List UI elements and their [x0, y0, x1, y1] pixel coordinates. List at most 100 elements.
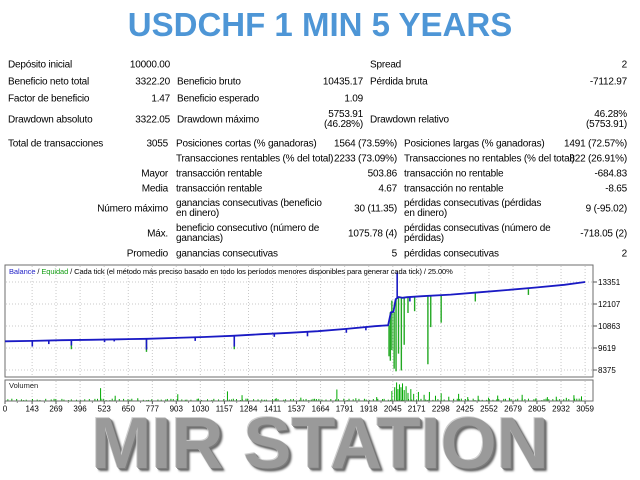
stat-label: Total de transacciones [8, 138, 104, 149]
stats-row: Media transacción rentable 4.67 transacción… [0, 181, 640, 196]
x-axis-label: 523 [98, 405, 112, 414]
x-axis-label: 3059 [576, 405, 594, 414]
stats-row: Promedio ganancias consecutivas 5 pérdidas … [0, 246, 640, 261]
report-title: USDCHF 1 MIN 5 YEARS [127, 6, 513, 43]
x-axis-label: 1791 [336, 405, 354, 414]
stat-value: 1.47 [151, 93, 170, 104]
stat-value: -684.83 [594, 168, 627, 179]
stat-label: Drawdown máximo [177, 114, 260, 126]
y-axis-label: 12107 [598, 300, 621, 309]
stats-row: Número máximo ganancias consecutivas (ben… [0, 196, 640, 221]
stat-value: 1075.78 (4) [348, 228, 397, 239]
balance-equity-chart: 13351 12107 10863 9619 8375 0 143 269 396 523 650 7… [3, 264, 621, 414]
stats-row: Drawdown absoluto 3322.05 Drawdown máximo 5… [0, 107, 640, 133]
stat-value: 503.86 [367, 168, 398, 179]
stats-row: Total de transacciones 3055 Posiciones cor… [0, 136, 640, 151]
stat-label: Beneficio neto total [8, 76, 90, 87]
stats-table-summary: Depósito inicial 10000.00 Spread 2 Beneficio… [0, 56, 640, 133]
stat-value: Máx. [147, 228, 168, 239]
stat-value: 5 [391, 248, 398, 259]
balance-line [4, 281, 586, 343]
stat-value: 2 [621, 248, 628, 259]
watermark: MIR STATION [91, 404, 549, 480]
stat-label: beneficio consecutivo (número de gananci… [176, 222, 320, 244]
x-axis-label: 1411 [264, 405, 282, 414]
x-axis-label: 903 [170, 405, 184, 414]
stat-label: Pérdida bruta [370, 76, 428, 87]
x-axis-label: 2932 [552, 405, 570, 414]
stat-label: Depósito inicial [8, 59, 73, 70]
stat-label: Spread [370, 59, 402, 70]
equity-legend-label: Equidad [41, 267, 69, 276]
volume-panel-label: Volumen [9, 381, 39, 390]
stat-label: Drawdown relativo [370, 114, 449, 126]
x-axis-label: 777 [146, 405, 160, 414]
x-axis-label: 0 [3, 405, 8, 414]
stat-value: 4.67 [378, 183, 397, 194]
balance-panel [4, 264, 594, 378]
quality-legend-label: 25.00% [427, 267, 453, 276]
x-axis-label: 2805 [528, 405, 546, 414]
x-axis-label: 2425 [456, 405, 474, 414]
x-axis-label: 1918 [360, 405, 378, 414]
stat-label: Beneficio bruto [177, 76, 241, 87]
stat-label: Beneficio esperado [177, 93, 260, 104]
stat-value: Promedio [126, 248, 168, 259]
model-legend-label: Cada tick (el método más preciso basado … [74, 267, 422, 276]
stat-label: Posiciones cortas (% ganadoras) [176, 138, 317, 149]
y-axis-label: 10863 [598, 322, 621, 331]
stats-table-trades: Total de transacciones 3055 Posiciones cor… [0, 136, 640, 261]
x-axis-label: 2171 [408, 405, 426, 414]
x-axis-label: 2679 [504, 405, 522, 414]
x-axis-label: 269 [49, 405, 63, 414]
stat-value: -8.65 [605, 183, 627, 194]
stat-value: Media [141, 183, 168, 194]
y-axis-label: 9619 [598, 344, 616, 353]
stat-label: ganancias consecutivas [176, 248, 278, 259]
stat-label: Posiciones largas (% ganadoras) [404, 138, 545, 149]
stat-label: Transacciones rentables (% del total) [176, 153, 334, 164]
stats-row: Depósito inicial 10000.00 Spread 2 [0, 56, 640, 73]
stat-label: transacción no rentable [404, 168, 504, 179]
stat-value: 10435.17 [322, 76, 363, 87]
stat-value: 1.09 [344, 93, 363, 104]
stat-value: 822 (26.91%) [569, 153, 627, 164]
stat-value: 9 (-95.02) [585, 203, 628, 214]
balance-legend-label: Balance [9, 267, 36, 276]
stat-value: 5753.91 (46.28%) [324, 109, 363, 130]
x-axis-label: 2552 [480, 405, 498, 414]
stat-value: 46.28% (5753.91) [585, 109, 627, 130]
x-axis-label: 1664 [312, 405, 330, 414]
stat-value: 3055 [146, 138, 169, 149]
stat-label: Transacciones no rentables (% del total) [404, 153, 575, 164]
chart-legend: Balance / Equidad / Cada tick (el método… [9, 267, 453, 276]
stat-value: 10000.00 [129, 59, 170, 70]
stat-label: Factor de beneficio [8, 93, 90, 104]
x-axis-label: 2045 [384, 405, 402, 414]
y-axis-label: 8375 [598, 366, 616, 375]
x-axis-label: 1537 [288, 405, 306, 414]
stat-value: 2 [621, 59, 628, 70]
stats-row: Máx. beneficio consecutivo (número de gan… [0, 221, 640, 246]
x-axis-label: 1030 [191, 405, 209, 414]
stat-value: 1491 (72.57%) [563, 138, 627, 149]
stat-label: transacción rentable [176, 168, 263, 179]
stats-row: Transacciones rentables (% del total) 223… [0, 151, 640, 166]
stat-value: 3322.05 [135, 114, 170, 126]
stat-label: transacción rentable [176, 183, 263, 194]
x-axis-label: 1284 [240, 405, 258, 414]
stat-value: Número máximo [97, 203, 168, 214]
x-axis-label: 650 [122, 405, 136, 414]
stat-label: Drawdown absoluto [8, 114, 93, 126]
stat-value: -7112.97 [589, 76, 627, 87]
x-axis-label: 2298 [432, 405, 450, 414]
stat-value: -718.05 (2) [580, 228, 627, 239]
stat-label: transacción no rentable [404, 183, 504, 194]
stat-label: pérdidas consecutivas (número de pérdida… [404, 222, 551, 244]
volume-panel [4, 379, 594, 402]
x-axis-label: 143 [25, 405, 39, 414]
stats-row: Beneficio neto total 3322.20 Beneficio bru… [0, 73, 640, 90]
stat-label: pérdidas consecutivas [404, 248, 499, 259]
stat-value: 30 (11.35) [354, 203, 397, 214]
